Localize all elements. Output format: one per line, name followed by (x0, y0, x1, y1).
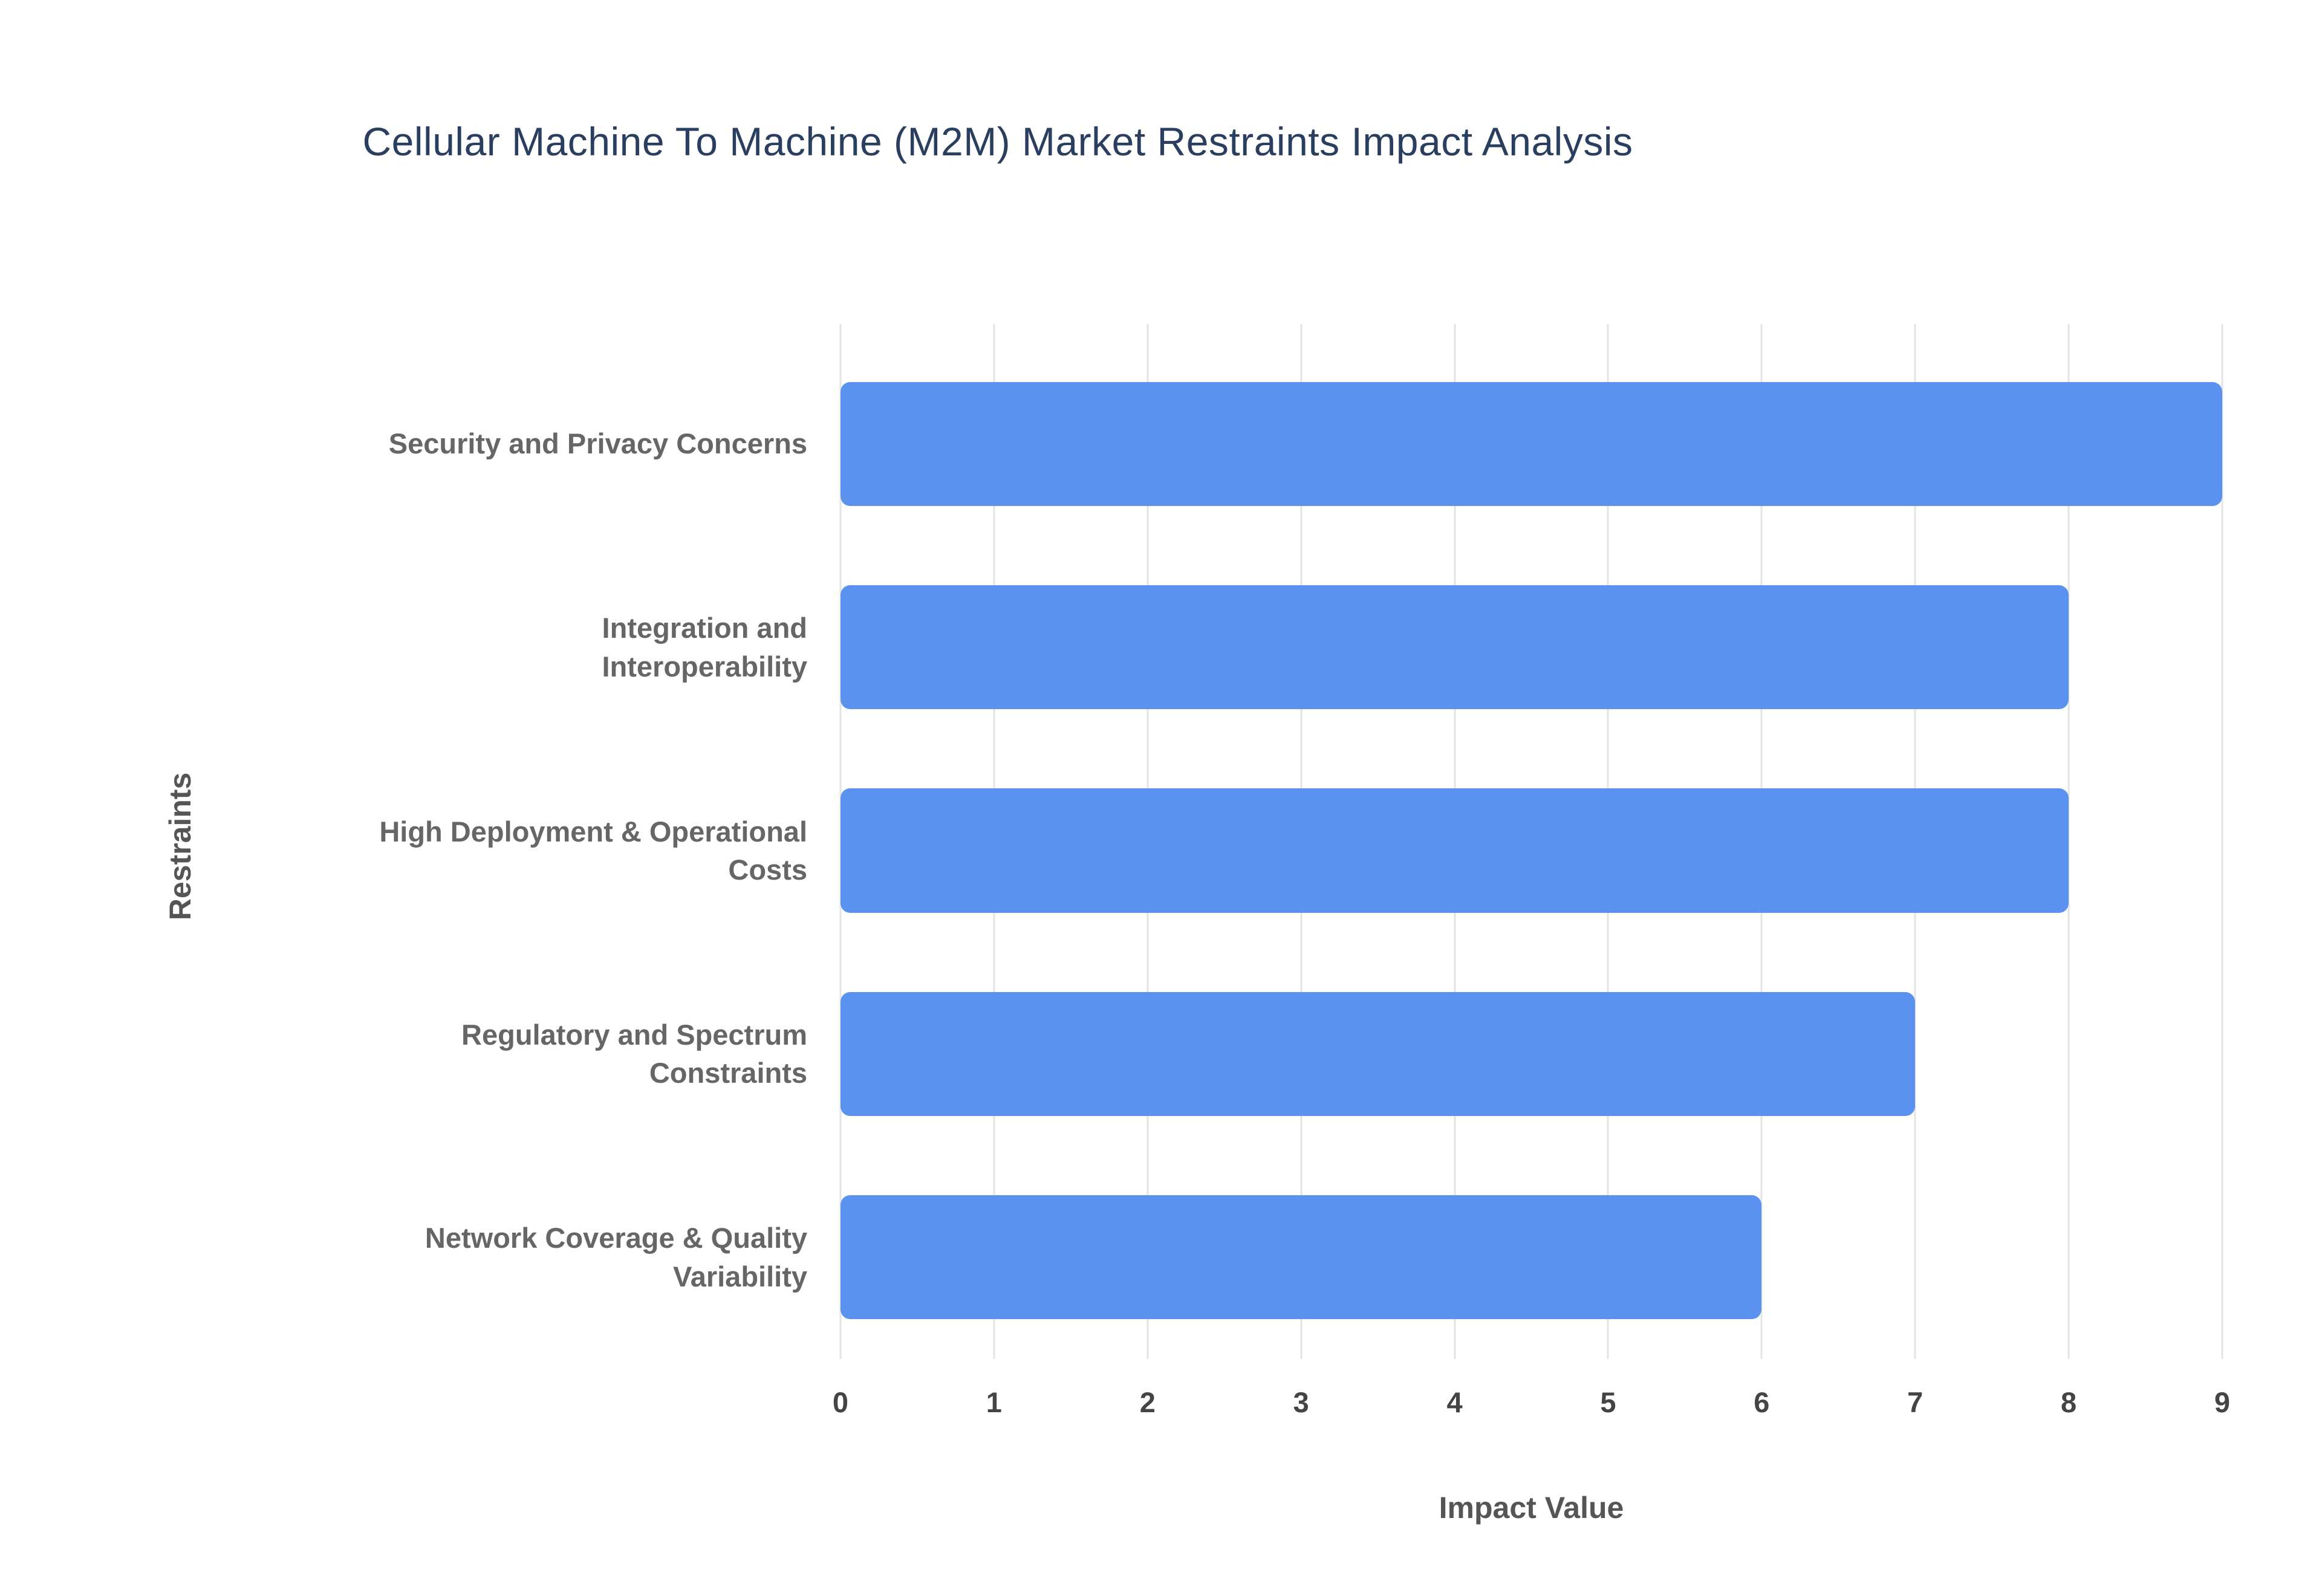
x-tick-label: 0 (832, 1386, 849, 1418)
bar (841, 788, 2069, 913)
bar-row (841, 749, 2222, 952)
category-label: Integration and Interoperability (602, 612, 807, 683)
bar (841, 991, 1916, 1117)
bar-row (841, 952, 2222, 1155)
x-tick-label: 2 (1139, 1386, 1156, 1418)
x-tick-label: 8 (2061, 1386, 2077, 1418)
category-label: High Deployment & Operational Costs (379, 815, 807, 886)
bar (841, 585, 2069, 710)
x-tick-label: 9 (2214, 1386, 2231, 1418)
category-label: Security and Privacy Concerns (388, 427, 807, 460)
x-tick-label: 1 (986, 1386, 1002, 1418)
bar-row (841, 342, 2222, 545)
x-axis-label: Impact Value (1439, 1491, 1624, 1525)
gridline (2067, 324, 2070, 1359)
bar-row (841, 545, 2222, 748)
x-tick-label: 6 (1754, 1386, 1770, 1418)
x-tick-label: 5 (1600, 1386, 1616, 1418)
y-axis-label: Restraints (163, 772, 197, 921)
bar-rows (841, 342, 2222, 1359)
category-labels: Security and Privacy Concerns Integration… (254, 342, 807, 1359)
x-axis-ticks: 0 1 2 3 4 5 6 7 8 9 (833, 1386, 2230, 1428)
category-label: Network Coverage & Quality Variability (424, 1222, 807, 1293)
bar (841, 381, 2222, 506)
plot-area (839, 324, 2223, 1359)
chart-title: Cellular Machine To Machine (M2M) Market… (362, 119, 1633, 164)
x-tick-label: 3 (1293, 1386, 1309, 1418)
x-tick-label: 7 (1907, 1386, 1924, 1418)
category-label: Regulatory and Spectrum Constraints (461, 1018, 807, 1089)
x-tick-label: 4 (1446, 1386, 1463, 1418)
bar (841, 1195, 1762, 1320)
gridline (2221, 324, 2223, 1359)
bar-row (841, 1156, 2222, 1359)
